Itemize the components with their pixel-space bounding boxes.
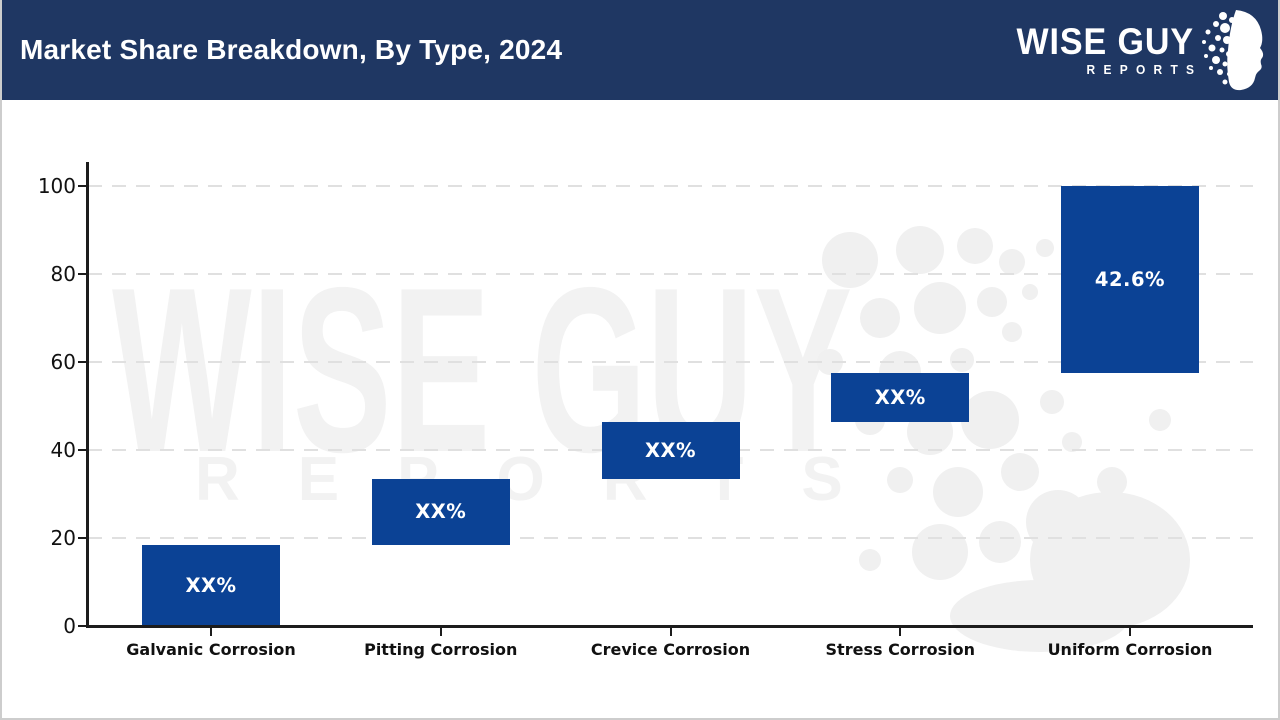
- brand-wordmark: WISE GUY REPORTS: [1016, 20, 1194, 77]
- bar-crevice-corrosion: XX%: [601, 421, 740, 480]
- y-axis-line: [86, 162, 89, 628]
- y-axis-tick-100: [78, 184, 88, 187]
- bar-pitting-corrosion: XX%: [371, 479, 510, 545]
- y-axis-tick-80: [78, 272, 88, 275]
- gridline-60: [88, 360, 1253, 363]
- x-axis-tick-uniform-corrosion: [1129, 628, 1131, 636]
- y-axis-label-80: 80: [50, 261, 76, 286]
- y-axis-label-20: 20: [50, 525, 76, 550]
- y-axis-label-60: 60: [50, 349, 76, 374]
- dotted-face-icon: [1202, 10, 1264, 91]
- x-axis-label-crevice-corrosion: Crevice Corrosion: [590, 640, 751, 659]
- bar-value-label-galvanic-corrosion: XX%: [185, 573, 237, 597]
- gridline-100: [88, 184, 1253, 187]
- gridline-20: [88, 536, 1253, 539]
- y-axis-label-100: 100: [37, 173, 76, 198]
- gridline-80: [88, 272, 1253, 275]
- page-title: Market Share Breakdown, By Type, 2024: [20, 34, 563, 65]
- chart-header: Market Share Breakdown, By Type, 2024 WI…: [0, 0, 1280, 100]
- y-axis-tick-20: [78, 536, 88, 539]
- bar-galvanic-corrosion: XX%: [142, 544, 280, 626]
- y-axis-label-40: 40: [50, 437, 76, 462]
- brand-subtitle: REPORTS: [1086, 61, 1203, 77]
- bar-uniform-corrosion: 42.6%: [1061, 185, 1199, 374]
- brand-logo: WISE GUY REPORTS: [1001, 0, 1268, 100]
- x-axis-line: [86, 625, 1253, 628]
- x-axis-tick-pitting-corrosion: [439, 628, 442, 636]
- bar-value-label-crevice-corrosion: XX%: [644, 438, 697, 462]
- x-axis-label-stress-corrosion: Stress Corrosion: [825, 640, 975, 659]
- y-axis-tick-0: [78, 625, 88, 627]
- x-axis-tick-galvanic-corrosion: [210, 628, 212, 636]
- y-axis-tick-60: [78, 360, 88, 363]
- x-axis-tick-crevice-corrosion: [669, 628, 672, 636]
- bar-value-label-stress-corrosion: XX%: [874, 385, 926, 409]
- bar-stress-corrosion: XX%: [831, 373, 970, 422]
- brand-name: WISE GUY: [1016, 20, 1194, 62]
- y-axis-label-0: 0: [63, 614, 76, 638]
- x-axis-label-pitting-corrosion: Pitting Corrosion: [364, 640, 518, 659]
- x-axis-tick-stress-corrosion: [899, 628, 902, 636]
- bar-value-label-pitting-corrosion: XX%: [415, 500, 467, 524]
- y-axis-tick-40: [78, 448, 88, 451]
- bar-value-label-uniform-corrosion: 42.6%: [1094, 267, 1166, 291]
- x-axis-label-uniform-corrosion: Uniform Corrosion: [1047, 640, 1213, 659]
- x-axis-label-galvanic-corrosion: Galvanic Corrosion: [126, 640, 296, 659]
